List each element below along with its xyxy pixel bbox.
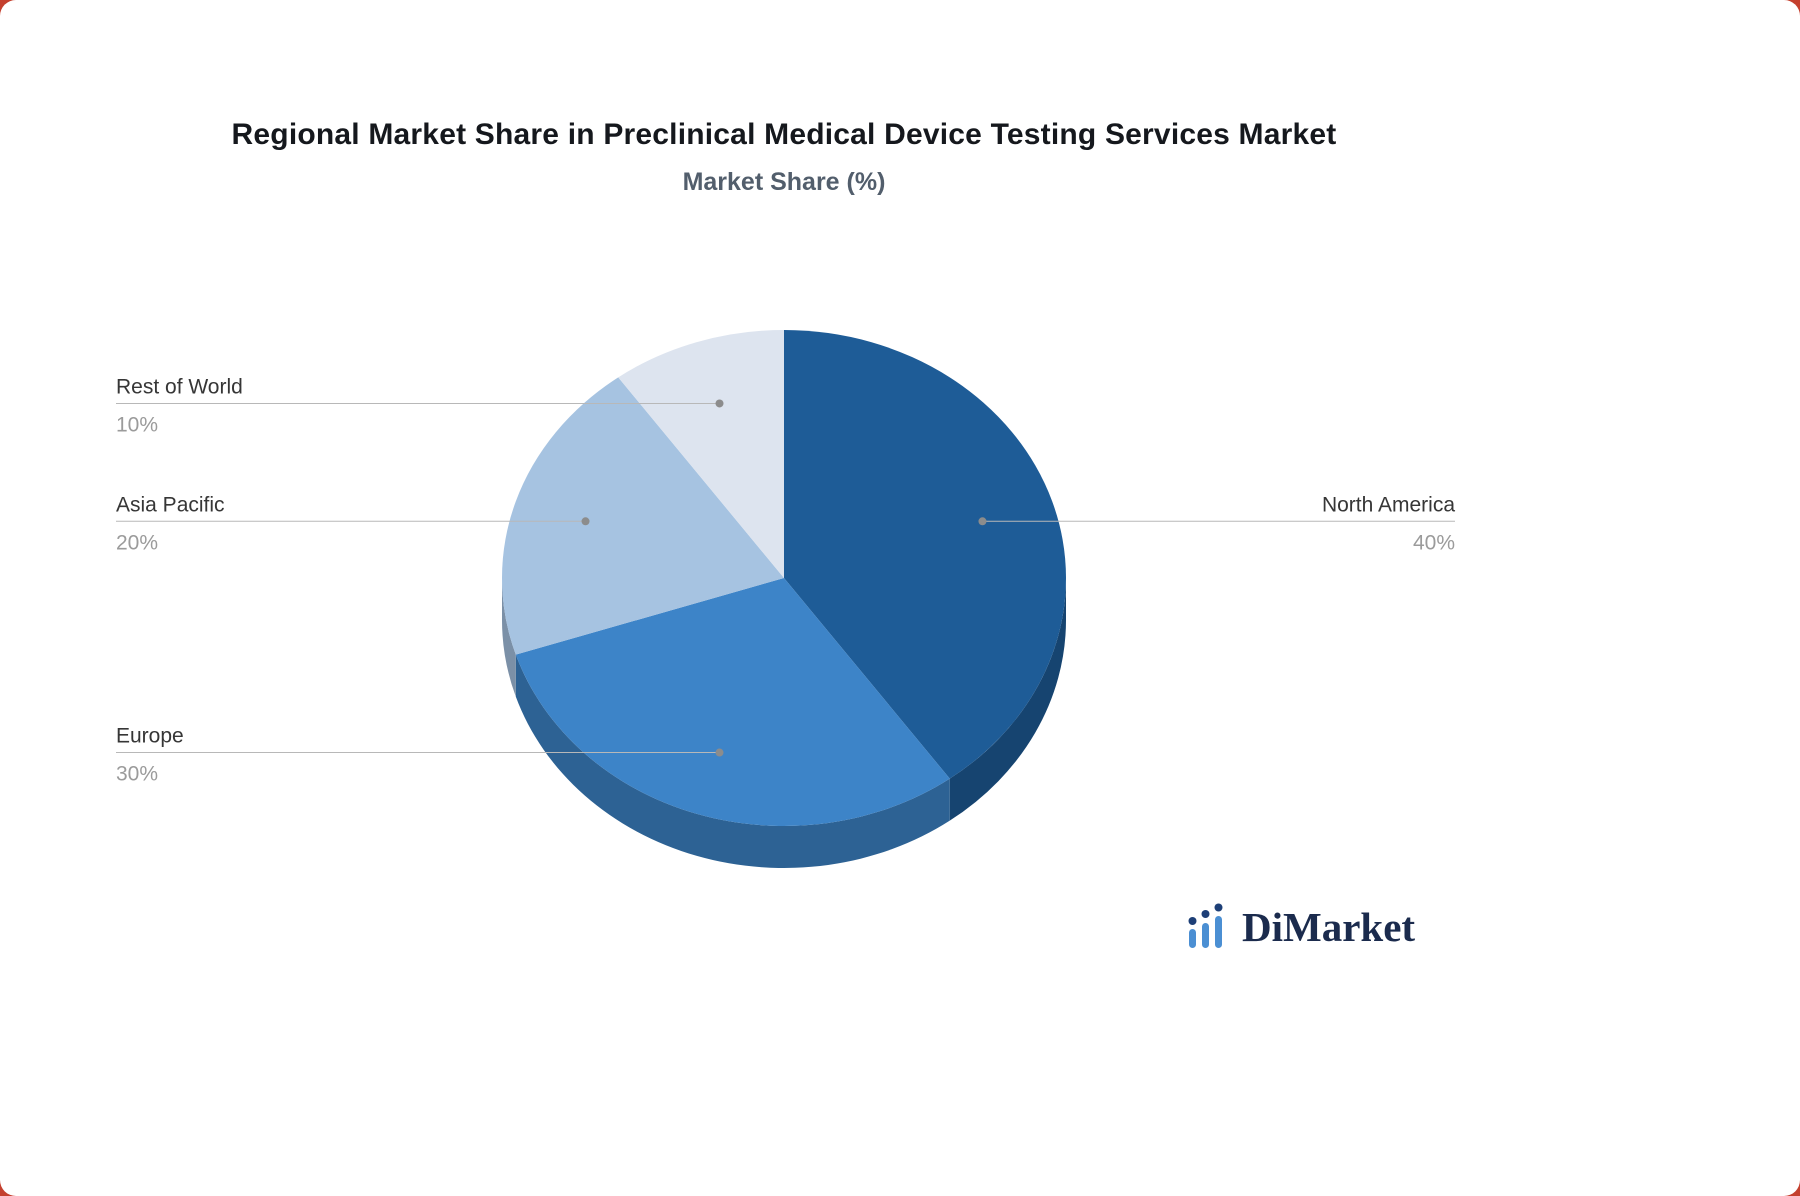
- slice-value-rest-of-world: 10%: [116, 413, 158, 436]
- pie-slice-asia-pacific[interactable]: [502, 377, 784, 655]
- slice-label-europe: Europe: [116, 725, 184, 748]
- chart-subtitle: Market Share (%): [682, 168, 886, 196]
- slice-label-asia-pacific: Asia Pacific: [116, 493, 225, 516]
- label-dot-north-america: [978, 517, 987, 526]
- pie-slice-rest-of-world[interactable]: [618, 330, 784, 578]
- chart-title: Regional Market Share in Preclinical Med…: [231, 118, 1337, 151]
- brand-logo-icon: [1188, 903, 1223, 948]
- pie-slice-europe[interactable]: [515, 578, 950, 827]
- label-dot-europe: [715, 748, 724, 757]
- label-dot-asia-pacific: [581, 517, 590, 526]
- slice-value-asia-pacific: 20%: [116, 531, 158, 554]
- slice-value-north-america: 40%: [1413, 531, 1455, 554]
- pie-slice-side-north-america: [949, 578, 1066, 821]
- brand-logo-text: DiMarket: [1242, 904, 1416, 950]
- pie-slice-side-asia-pacific: [502, 578, 516, 697]
- pie-slice-side-europe: [515, 654, 950, 869]
- slice-label-north-america: North America: [1322, 493, 1455, 516]
- slice-label-rest-of-world: Rest of World: [116, 375, 243, 398]
- label-dot-rest-of-world: [715, 399, 724, 408]
- slice-value-europe: 30%: [116, 763, 158, 786]
- pie-slice-north-america[interactable]: [784, 330, 1066, 779]
- brand-logo: DiMarket: [1186, 903, 1415, 951]
